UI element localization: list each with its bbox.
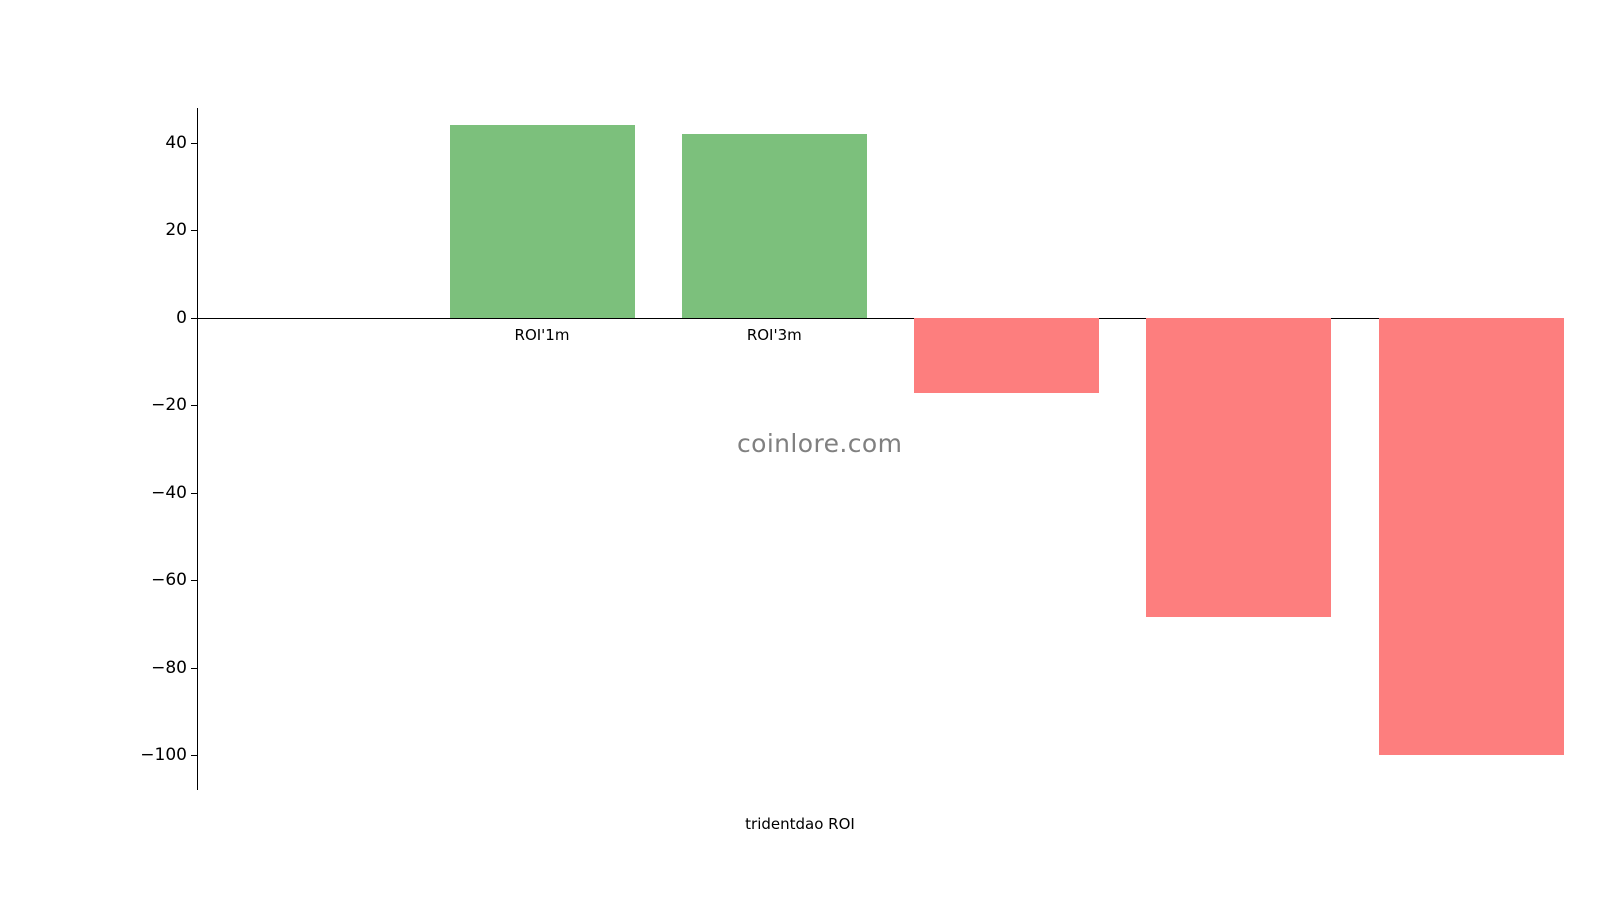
watermark-text: coinlore.com <box>737 429 903 458</box>
plot-area: 40 20 0 −20 −40 −60 −80 −100 ROI'1m ROI'3m <box>140 108 1564 790</box>
y-tick-label: −60 <box>151 570 187 591</box>
x-tick-label-1: ROI'3m <box>746 325 802 344</box>
bar-4 <box>1378 317 1564 756</box>
y-axis-spine <box>197 108 198 790</box>
y-tick-mark <box>191 317 197 319</box>
bar-0 <box>449 125 635 318</box>
y-tick-mark <box>191 755 197 757</box>
y-tick-mark <box>191 142 197 144</box>
y-tick-label: −80 <box>151 657 187 678</box>
y-tick-label: −40 <box>151 482 187 503</box>
y-tick-mark <box>191 230 197 232</box>
y-tick-label: −100 <box>140 745 187 766</box>
y-tick-mark <box>191 492 197 494</box>
y-tick-label: 40 <box>165 132 187 153</box>
y-tick-mark <box>191 405 197 407</box>
y-tick-label: 20 <box>165 220 187 241</box>
x-tick-label-0: ROI'1m <box>514 325 570 344</box>
x-axis-title: tridentdao ROI <box>745 815 855 833</box>
y-tick-mark <box>191 667 197 669</box>
bar-3 <box>1146 317 1332 618</box>
x-axis-zero-line <box>197 317 1440 319</box>
bar-2 <box>914 317 1100 394</box>
y-tick-label: −20 <box>151 395 187 416</box>
y-tick-label: 0 <box>176 307 187 328</box>
bar-1 <box>681 134 867 318</box>
y-tick-mark <box>191 580 197 582</box>
